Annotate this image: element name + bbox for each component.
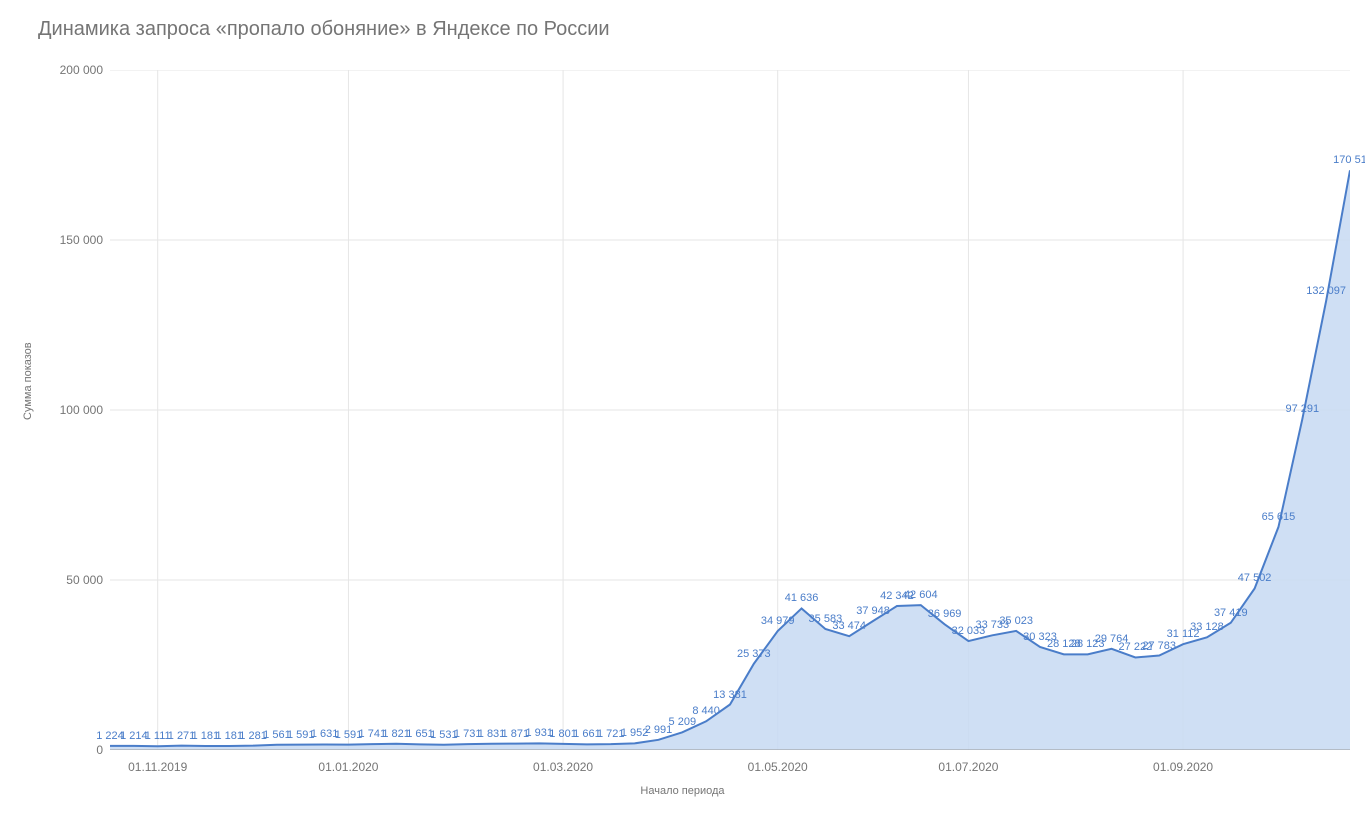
y-tick-label: 0: [96, 743, 103, 757]
chart-title: Динамика запроса «пропало обоняние» в Ян…: [38, 18, 610, 41]
y-tick-label: 200 000: [60, 63, 103, 77]
x-tick-label: 01.03.2020: [533, 760, 593, 774]
data-point-label: 1 214: [120, 730, 148, 742]
data-point-label: 36 969: [928, 608, 962, 620]
data-point-label: 5 209: [669, 716, 697, 728]
x-tick-label: 01.01.2020: [318, 760, 378, 774]
x-tick-label: 01.07.2020: [938, 760, 998, 774]
y-tick-label: 150 000: [60, 233, 103, 247]
data-point-label: 37 948: [856, 605, 890, 617]
data-point-label: 8 440: [692, 705, 720, 717]
data-point-label: 42 604: [904, 589, 938, 601]
x-tick-label: 01.05.2020: [748, 760, 808, 774]
data-point-label: 97 291: [1285, 403, 1319, 415]
data-point-label: 1 111: [145, 730, 171, 742]
data-point-label: 65 615: [1262, 511, 1296, 523]
area-fill: [110, 170, 1350, 750]
data-point-label: 37 419: [1214, 607, 1248, 619]
x-tick-label: 01.11.2019: [128, 760, 187, 774]
data-point-label: 132 097: [1306, 285, 1346, 297]
x-tick-label: 01.09.2020: [1153, 760, 1213, 774]
data-point-label: 33 128: [1190, 621, 1224, 633]
data-point-label: 13 381: [713, 689, 747, 701]
data-point-label: 33 474: [832, 620, 866, 632]
data-point-label: 170 51: [1333, 154, 1365, 166]
data-point-label: 27 783: [1142, 640, 1176, 652]
y-axis-label: Сумма показов: [22, 342, 34, 420]
y-tick-label: 100 000: [60, 403, 103, 417]
data-point-label: 35 023: [999, 615, 1033, 627]
data-point-label: 25 373: [737, 648, 771, 660]
data-point-label: 41 636: [785, 592, 819, 604]
data-point-label: 47 502: [1238, 572, 1272, 584]
data-point-label: 34 979: [761, 615, 795, 627]
x-axis-label: Начало периода: [0, 785, 1365, 797]
y-tick-label: 50 000: [66, 573, 103, 587]
